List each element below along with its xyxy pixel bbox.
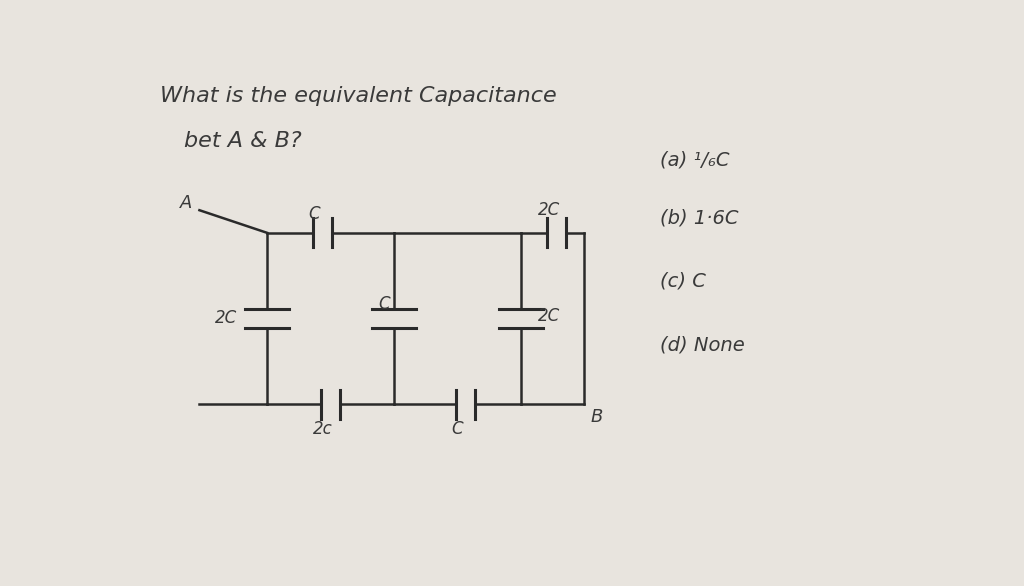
Text: What is the equivalent Capacitance: What is the equivalent Capacitance — [160, 86, 556, 106]
Text: (a) ¹/₆C: (a) ¹/₆C — [659, 150, 729, 169]
Text: 2C: 2C — [538, 201, 560, 219]
Text: (b) 1·6C: (b) 1·6C — [659, 209, 738, 228]
Text: C: C — [452, 420, 463, 438]
Text: (c) C: (c) C — [659, 272, 706, 291]
Text: 2C: 2C — [539, 306, 560, 325]
Text: 2c: 2c — [312, 420, 333, 438]
Text: C: C — [308, 205, 321, 223]
Text: B: B — [591, 408, 603, 426]
Text: bet A & B?: bet A & B? — [183, 131, 301, 151]
Text: 2C: 2C — [215, 309, 238, 327]
Text: C: C — [378, 295, 389, 314]
Text: (d) None: (d) None — [659, 335, 744, 354]
Text: A: A — [179, 194, 191, 212]
